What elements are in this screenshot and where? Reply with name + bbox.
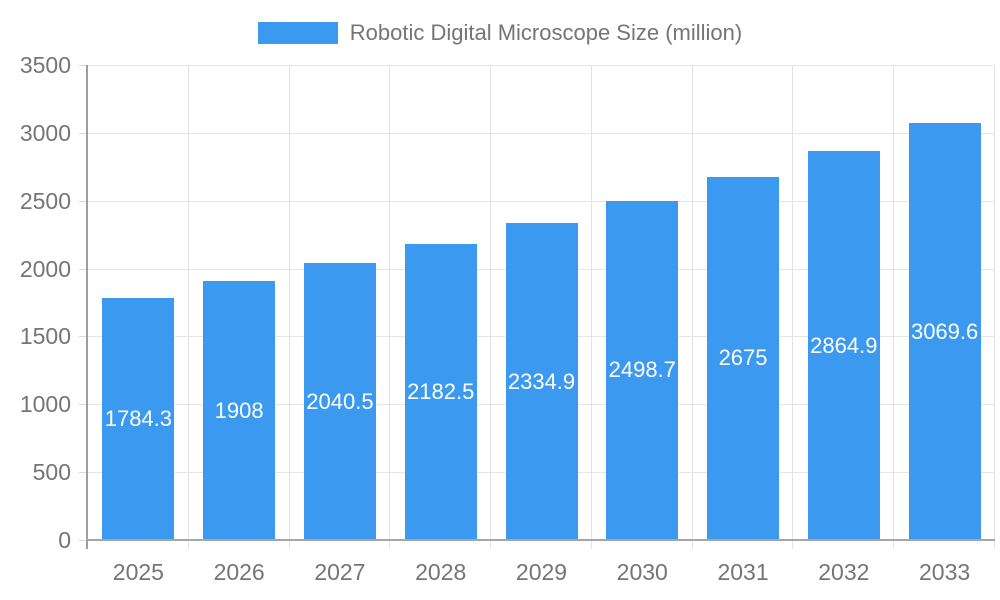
x-gridline (288, 65, 290, 549)
y-gridline (88, 200, 995, 202)
x-tick-label: 2033 (919, 559, 971, 585)
y-tick (79, 268, 88, 270)
x-gridline (490, 65, 492, 549)
y-tick-label: 2500 (19, 187, 71, 214)
y-tick-label: 500 (32, 459, 71, 486)
x-tick-label: 2031 (717, 559, 769, 585)
bar-value-label: 2334.9 (507, 368, 576, 394)
x-tick-label: 2027 (314, 559, 366, 585)
bar-2030: 2498.7 (606, 200, 679, 540)
x-tick-label: 2032 (818, 559, 870, 585)
legend: Robotic Digital Microscope Size (million… (0, 20, 1000, 46)
bar-value-label: 2498.7 (608, 357, 676, 383)
legend-swatch (257, 22, 338, 44)
x-gridline (187, 65, 189, 549)
bar-2026: 1908 (203, 281, 276, 540)
x-tick-label: 2030 (616, 559, 668, 585)
y-tick-label: 1000 (19, 391, 71, 418)
bar-value-label: 3069.6 (910, 318, 979, 344)
y-tick (79, 336, 88, 338)
y-tick-label: 3000 (19, 119, 71, 146)
x-gridline (590, 65, 592, 549)
y-tick (79, 472, 88, 474)
x-gridline (792, 65, 794, 549)
y-tick (79, 132, 88, 134)
x-gridline (893, 65, 895, 549)
x-tick-label: 2028 (415, 559, 467, 585)
bar-2027: 2040.5 (303, 263, 376, 540)
y-tick (79, 540, 88, 541)
bar-2025: 1784.3 (102, 297, 175, 540)
x-gridline (691, 65, 693, 549)
legend-label: Robotic Digital Microscope Size (million… (349, 20, 743, 45)
y-axis-line (86, 65, 88, 549)
y-tick (79, 200, 88, 202)
x-tick-label: 2025 (112, 559, 164, 585)
x-gridline (389, 65, 391, 549)
x-axis-line (86, 539, 995, 541)
bar-2032: 2864.9 (807, 151, 880, 540)
y-gridline (88, 132, 995, 134)
y-gridline (88, 65, 995, 66)
x-tick-label: 2029 (515, 559, 568, 585)
x-tick-label: 2026 (213, 559, 265, 585)
bar-value-label: 2182.5 (407, 378, 475, 404)
y-tick-label: 1500 (19, 323, 71, 350)
y-tick-label: 2000 (19, 255, 71, 282)
bar-value-label: 2040.5 (306, 388, 374, 414)
x-gridline (994, 65, 995, 549)
y-tick (79, 65, 88, 66)
y-tick (79, 404, 88, 406)
bar-value-label: 1784.3 (104, 405, 173, 431)
bar-2029: 2334.9 (505, 223, 578, 540)
bar-2031: 2675 (707, 176, 780, 540)
bar-value-label: 1908 (214, 397, 264, 423)
y-tick-label: 0 (58, 527, 71, 553)
bar-value-label: 2675 (718, 345, 768, 371)
bar-value-label: 2864.9 (810, 332, 878, 358)
plot-area: 0 500 1000 1500 2000 2500 3000 3500 1784.3 2025 19… (20, 53, 995, 585)
y-tick-label: 3500 (19, 52, 71, 78)
bar-2033: 3069.6 (908, 123, 981, 540)
bar-2028: 2182.5 (404, 243, 477, 540)
